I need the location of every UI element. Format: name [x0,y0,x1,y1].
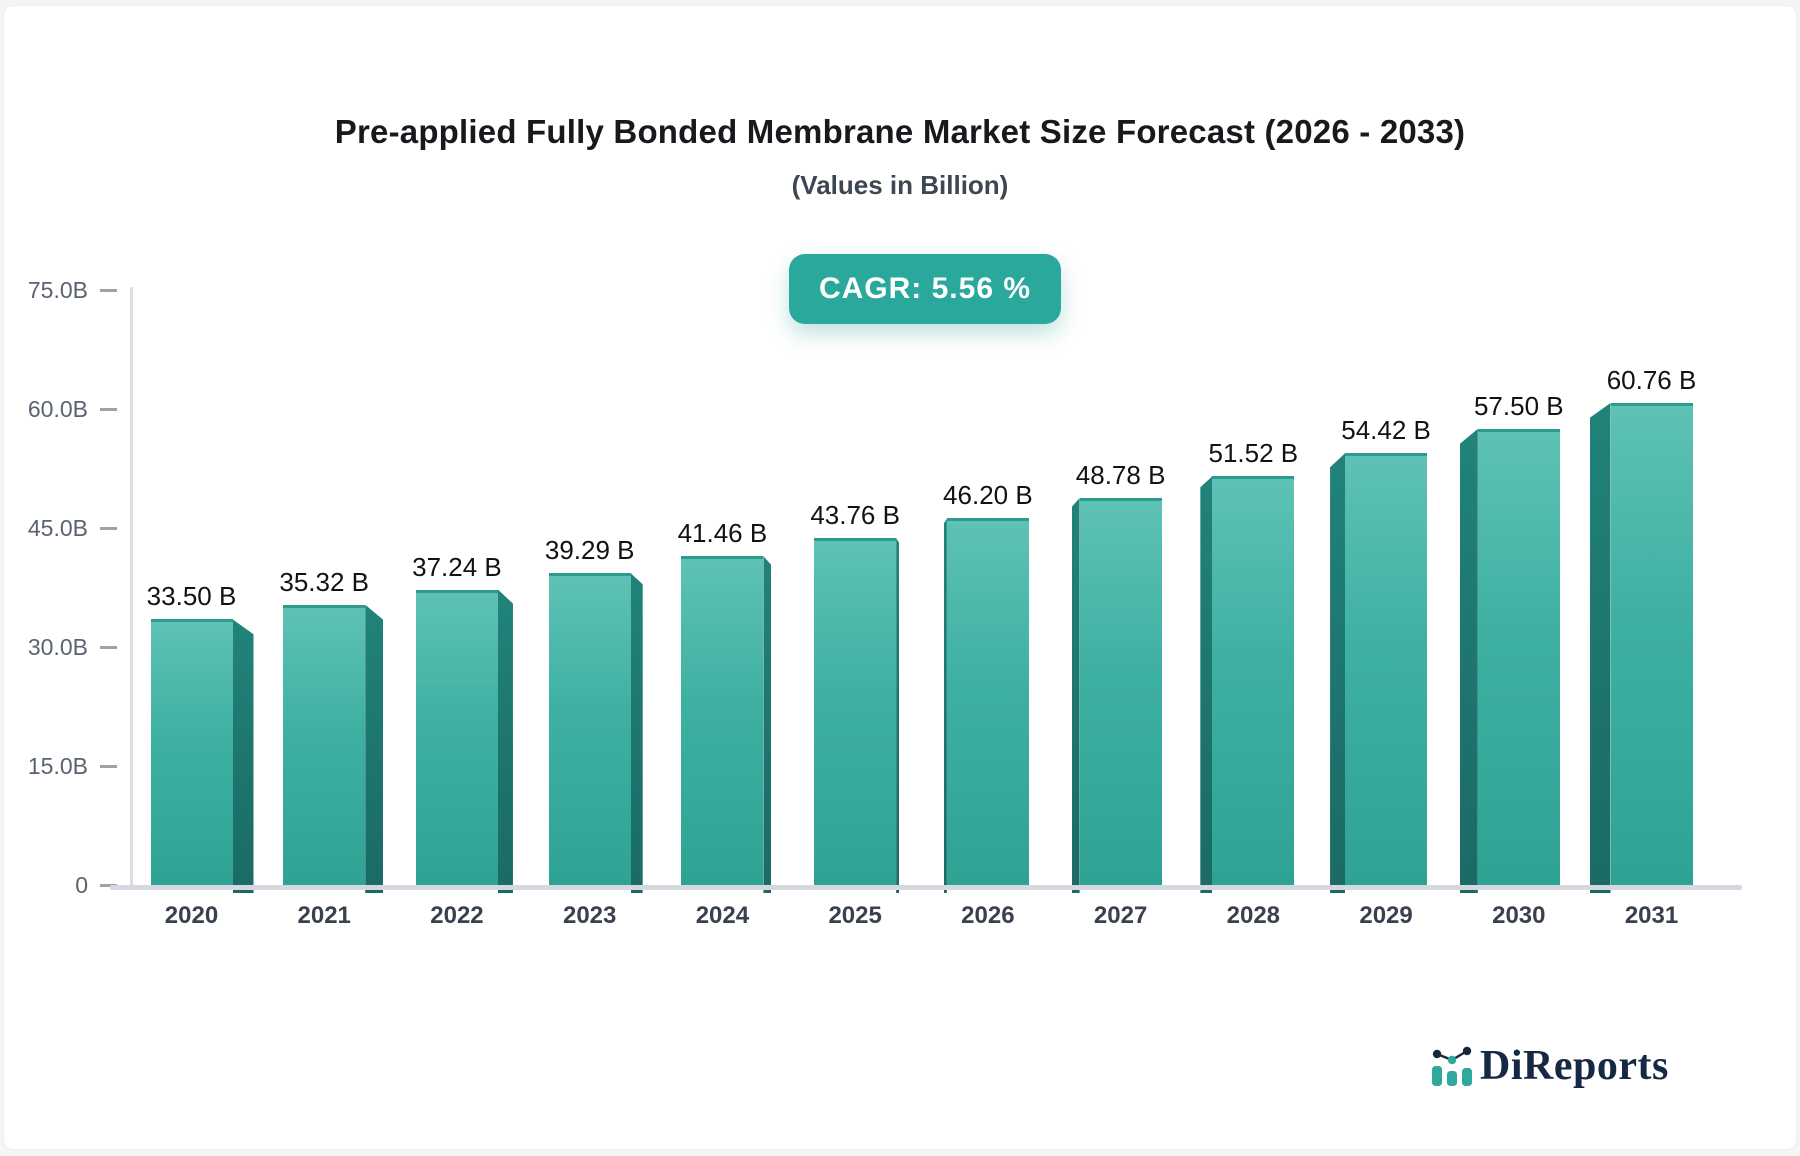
x-axis-tick-label: 2029 [1359,902,1413,929]
bar-side-face [630,573,643,893]
cagr-badge: CAGR: 5.56 % [789,254,1061,324]
bar-side-face [1200,476,1213,893]
bar-side-face [763,556,772,893]
y-axis-tick-mark [100,288,117,292]
bar-face [415,589,498,885]
bar-side-face [232,619,254,893]
y-axis-tick-mark [100,764,117,768]
x-axis-baseline [110,885,1742,890]
y-axis-tick-mark [100,407,117,411]
bar-face [1610,402,1693,885]
bar-face [1079,498,1162,885]
x-axis-tick-label: 2022 [430,902,484,929]
bar-face [150,619,233,885]
bar-face [1212,476,1295,885]
y-axis-tick-mark [100,645,117,649]
bar-face [283,604,366,885]
mini-bar-line-chart-icon [1432,1046,1472,1086]
y-axis-tick-label: 0 [75,872,88,898]
bar-value-label: 37.24 B [412,551,502,582]
bar-side-face [1589,402,1611,893]
x-axis-tick-label: 2020 [164,902,219,929]
x-axis-tick-label: 2028 [1226,902,1281,929]
bar-face [1477,428,1560,885]
bar-side-face [497,589,513,893]
x-axis-tick-label: 2025 [828,902,882,929]
y-axis-line [130,287,133,886]
bar-value-label: 35.32 B [279,566,370,597]
bar-side-face [1330,453,1346,893]
bar-value-label: 51.52 B [1208,438,1299,469]
bar-value-label: 33.50 B [146,581,237,612]
bar-value-label: 54.42 B [1341,415,1431,446]
bar-value-label: 41.46 B [677,518,768,549]
bar-value-label: 43.76 B [810,499,900,530]
bar-value-label: 46.20 B [943,480,1033,511]
y-axis-tick-mark [100,526,117,530]
chart-title: Pre-applied Fully Bonded Membrane Market… [334,113,1466,150]
x-axis-tick-label: 2021 [297,902,351,929]
bar-face [946,518,1029,885]
bar-side-face [365,604,384,893]
bar-value-label: 48.78 B [1075,460,1166,490]
y-axis-tick-label: 75.0B [27,277,88,303]
y-axis-tick-label: 30.0B [27,634,88,660]
cagr-badge-label: CAGR: 5.56 % [818,272,1032,305]
bar-side-face [896,537,900,893]
y-axis-tick-label: 45.0B [27,515,88,541]
y-axis-tick-mark [100,883,117,887]
bar-face [548,573,631,885]
bar-face [681,556,764,885]
x-axis-tick-label: 2027 [1093,902,1148,929]
direports-logo-text: DiReports [1480,1043,1669,1089]
x-axis-tick-label: 2026 [961,902,1015,929]
x-axis-tick-label: 2023 [562,902,617,929]
bar-value-label: 60.76 B [1606,364,1697,395]
bar-value-label: 57.50 B [1473,390,1564,421]
y-axis-tick-label: 15.0B [27,753,88,779]
bar-face [1345,453,1428,885]
x-axis-tick-label: 2024 [695,902,750,929]
bar-side-face [1071,498,1080,893]
bar-value-label: 39.29 B [544,535,635,566]
x-axis-tick-label: 2031 [1624,902,1679,929]
bar-face [814,537,897,885]
direports-logo[interactable]: DiReports [1430,1038,1669,1088]
chart-subtitle: (Values in Billion) [791,170,1009,200]
y-axis-tick-label: 60.0B [27,396,88,422]
bar-side-face [943,518,947,893]
x-axis-tick-label: 2030 [1492,902,1546,929]
bar-side-face [1459,428,1478,893]
